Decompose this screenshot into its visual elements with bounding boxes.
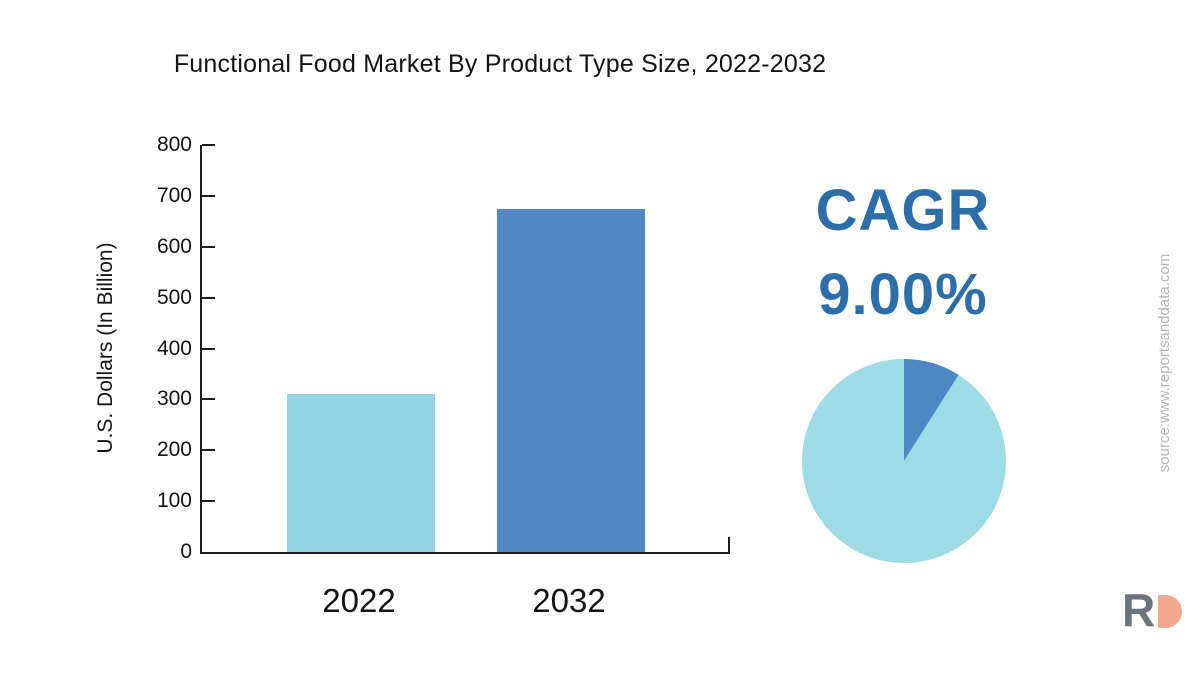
y-tick-label-700: 700 [156,183,192,207]
y-tick-label-100: 100 [156,489,192,513]
pie-slice-base [801,359,1006,563]
bar-chart-plot-area [200,144,730,554]
cagr-pie-chart [801,359,1006,563]
y-tick-mark-200 [202,449,215,452]
y-tick-label-0: 0 [180,540,192,563]
y-tick-label-200: 200 [156,438,192,462]
y-tick-mark-300 [202,398,215,401]
y-tick-label-300: 300 [156,387,192,411]
y-tick-label-800: 800 [156,133,192,156]
y-tick-mark-700 [202,194,215,197]
y-tick-mark-500 [202,296,215,299]
cagr-label: CAGR [815,178,991,243]
x-category-label-2022: 2022 [322,582,396,619]
x-category-label-2032: 2032 [532,582,606,619]
cagr-value: 9.00% [818,262,988,327]
chart-title: Functional Food Market By Product Type S… [173,50,827,78]
y-tick-label-500: 500 [156,285,192,309]
y-tick-label-400: 400 [156,336,192,360]
y-tick-mark-600 [202,245,215,248]
logo-letter-r: R [1122,584,1156,636]
source-credit: source:www.reportsanddata.com [1156,253,1173,473]
bar-2032 [497,208,645,552]
logo-d-shape [1158,595,1182,628]
x-axis-end-tick [728,537,730,552]
reportsanddata-logo: R [1122,584,1188,636]
y-tick-label-600: 600 [156,234,192,258]
y-tick-mark-800 [202,144,215,146]
pie-slice-highlight [904,359,959,461]
bar-2022 [287,394,435,552]
y-tick-mark-100 [202,500,215,503]
y-tick-mark-400 [202,347,215,350]
